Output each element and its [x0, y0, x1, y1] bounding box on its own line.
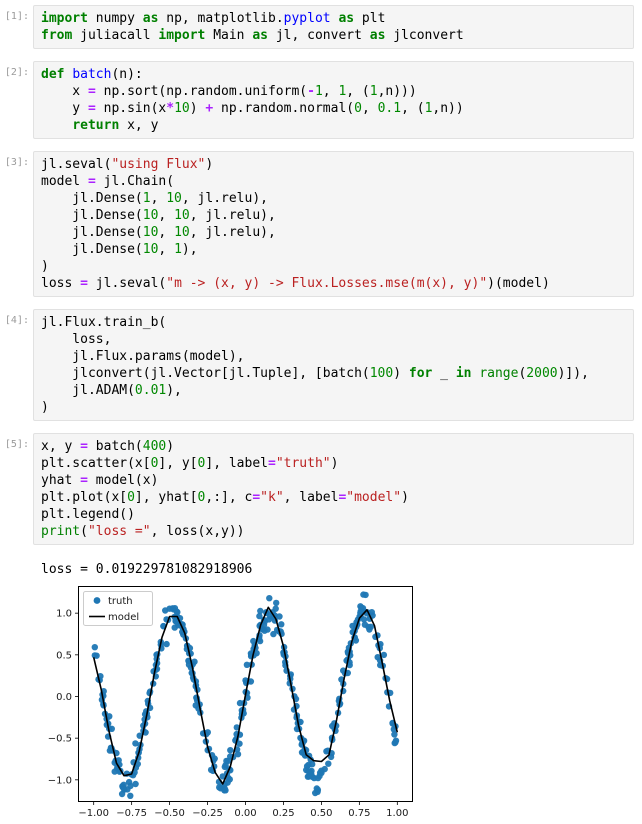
code-cell-5: [5]: x, y = batch(400) plt.scatter(x[0], y…	[0, 433, 634, 545]
code-line: yhat = model(x)	[41, 473, 159, 488]
code-editor[interactable]: jl.Flux.train_b( loss, jl.Flux.params(mo…	[33, 309, 634, 421]
x-tick-label: −1.00	[78, 808, 109, 819]
cell-execution-prompt: [4]:	[4, 315, 29, 326]
figure-output: −1.00 −0.75 −0.50 −0.25 0.00 0.25 0.50 0.75 1.00…	[46, 580, 634, 824]
y-tick-label: 0.0	[56, 692, 72, 703]
code-line: jl.Dense(10, 1),	[41, 242, 198, 257]
code-line: def batch(n):	[41, 67, 143, 82]
output-prompt-spacer	[0, 557, 33, 824]
code-line: jlconvert(jl.Vector[jl.Tuple], [batch(10…	[41, 366, 589, 381]
code-line: return x, y	[72, 118, 159, 133]
code-line: jl.ADAM(0.01),	[41, 383, 182, 398]
code-line: jl.seval("using Flux")	[41, 157, 214, 172]
legend-marker-truth	[93, 597, 101, 604]
legend: truth model	[83, 591, 153, 626]
code-line: jl.Flux.params(model),	[41, 349, 245, 364]
code-editor[interactable]: def batch(n): x = np.sort(np.random.unif…	[33, 61, 634, 139]
code-line: import numpy as np, matplotlib.pyplot as…	[41, 11, 386, 26]
code-line: plt.legend()	[41, 507, 135, 522]
x-tick-label: 1.00	[386, 808, 408, 819]
code-line: x = np.sort(np.random.uniform(-1, 1, (1,…	[41, 84, 417, 99]
cell-execution-prompt: [5]:	[4, 439, 29, 450]
cell-execution-prompt: [3]:	[4, 157, 29, 168]
code-line: jl.Dense(1, 10, jl.relu),	[41, 191, 268, 206]
legend-label-truth: truth	[108, 596, 133, 607]
legend-label-model: model	[108, 612, 139, 623]
notebook-cells: [1]: import numpy as np, matplotlib.pyplo…	[0, 5, 642, 824]
x-tick-label: −0.75	[116, 808, 147, 819]
code-line: jl.Dense(10, 10, jl.relu),	[41, 225, 276, 240]
code-editor[interactable]: x, y = batch(400) plt.scatter(x[0], y[0],…	[33, 433, 634, 545]
x-tick-label: 0.00	[234, 808, 256, 819]
output-text: loss = 0.019229781082918906	[41, 562, 253, 577]
code-line: loss = jl.seval("m -> (x, y) -> Flux.Los…	[41, 276, 550, 291]
code-line: jl.Dense(10, 10, jl.relu),	[41, 208, 276, 223]
code-cell-2: [2]: def batch(n): x = np.sort(np.random.…	[0, 61, 634, 139]
code-line: x, y = batch(400)	[41, 439, 175, 454]
code-line: )	[41, 400, 49, 415]
axes-box	[78, 586, 413, 802]
code-line: plt.scatter(x[0], y[0], label="truth")	[41, 456, 339, 471]
cell-output: loss = 0.019229781082918906 −1.00 −0.75 −0.…	[0, 557, 634, 824]
plot-area	[91, 591, 400, 799]
code-cell-3: [3]: jl.seval("using Flux") model = jl.Cha…	[0, 151, 634, 297]
x-tick-label: 0.50	[310, 808, 332, 819]
code-line: y = np.sin(x*10) + np.random.normal(0, 0…	[41, 101, 464, 116]
code-cell-4: [4]: jl.Flux.train_b( loss, jl.Flux.param…	[0, 309, 634, 421]
x-tick-label: −0.50	[154, 808, 185, 819]
code-line: )	[41, 259, 49, 274]
code-editor[interactable]: import numpy as np, matplotlib.pyplot as…	[33, 5, 634, 49]
x-tick-label: −0.25	[192, 808, 223, 819]
code-line: print("loss =", loss(x,y))	[41, 524, 245, 539]
code-cell-1: [1]: import numpy as np, matplotlib.pyplo…	[0, 5, 634, 49]
code-line: loss,	[41, 332, 112, 347]
x-tick-label: 0.75	[348, 808, 370, 819]
x-tick-label: 0.25	[272, 808, 294, 819]
cell-execution-prompt: [1]:	[4, 11, 29, 22]
y-tick-label: 0.5	[56, 650, 72, 661]
matplotlib-figure: −1.00 −0.75 −0.50 −0.25 0.00 0.25 0.50 0.75 1.00…	[46, 580, 438, 820]
y-tick-label: −1.0	[48, 775, 72, 786]
y-tick-label: 1.0	[56, 609, 72, 620]
code-editor[interactable]: jl.seval("using Flux") model = jl.Chain( …	[33, 151, 634, 297]
line-series-model	[92, 606, 399, 785]
code-line: from juliacall import Main as jl, conver…	[41, 28, 464, 43]
code-line: model = jl.Chain(	[41, 174, 175, 189]
code-line: plt.plot(x[0], yhat[0,:], c="k", label="…	[41, 490, 409, 505]
y-tick-label: −0.5	[48, 734, 72, 745]
code-line: jl.Flux.train_b(	[41, 315, 167, 330]
cell-execution-prompt: [2]:	[4, 67, 29, 78]
